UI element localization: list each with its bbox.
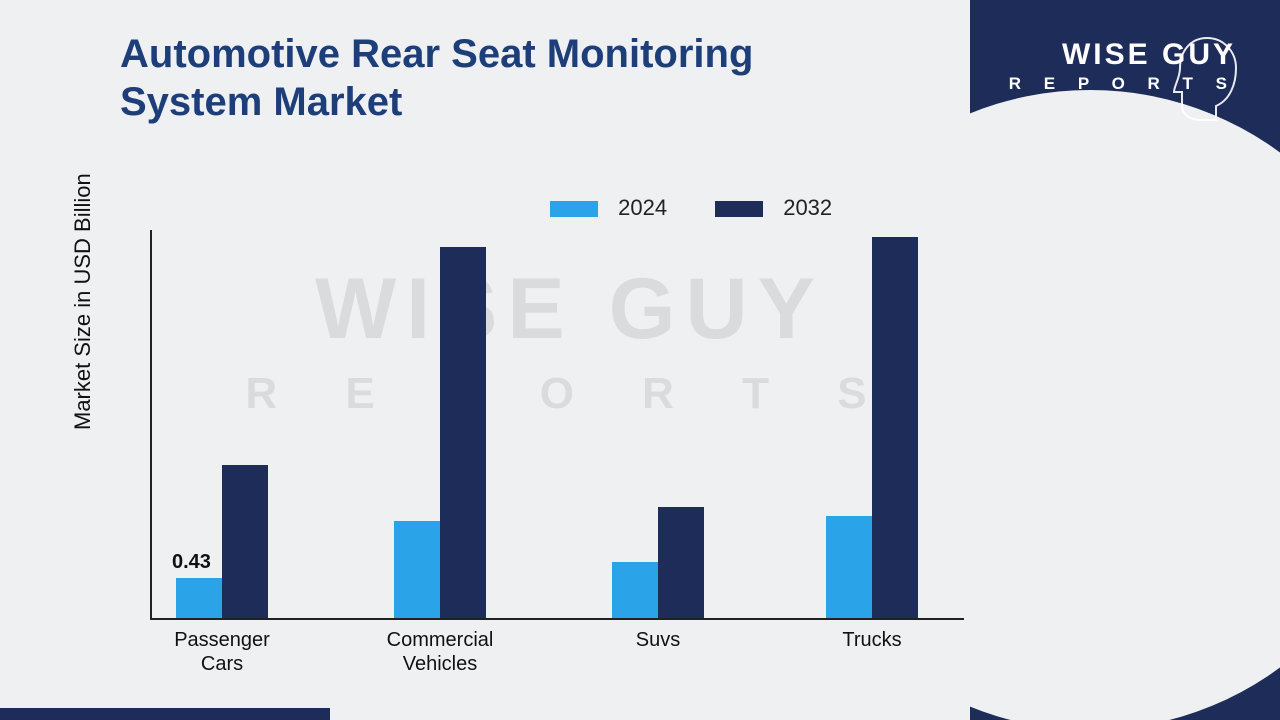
- bar: [826, 516, 872, 618]
- bar: [440, 247, 486, 618]
- brand-head-icon: [1172, 34, 1242, 124]
- y-axis: [150, 230, 152, 620]
- bar: [658, 507, 704, 618]
- bar: [176, 578, 222, 618]
- x-axis-category-label: Commercial Vehicles: [360, 628, 520, 676]
- bar: [394, 521, 440, 619]
- bar: [612, 562, 658, 618]
- legend-swatch-2032: [715, 201, 763, 217]
- bottom-accent-strip: [0, 708, 330, 720]
- bar: [872, 237, 918, 618]
- x-axis: [150, 618, 964, 620]
- legend-item-2024: 2024: [550, 195, 667, 221]
- legend-item-2032: 2032: [715, 195, 832, 221]
- chart-plot-area: 0.43: [150, 230, 964, 620]
- legend-label-2024: 2024: [618, 195, 667, 220]
- legend-swatch-2024: [550, 201, 598, 217]
- page-root: WISE GUY R E P O R T S Automotive Rear S…: [0, 0, 1280, 720]
- x-axis-category-label: Suvs: [608, 628, 708, 652]
- legend-label-2032: 2032: [783, 195, 832, 220]
- x-axis-category-label: Trucks: [822, 628, 922, 652]
- chart-title: Automotive Rear Seat Monitoring System M…: [120, 30, 840, 126]
- y-axis-label: Market Size in USD Billion: [70, 173, 96, 430]
- legend: 2024 2032: [550, 195, 832, 221]
- bar-value-label: 0.43: [172, 551, 211, 574]
- x-axis-category-label: Passenger Cars: [152, 628, 292, 676]
- bar: [222, 465, 268, 618]
- brand-logo: WISE GUY R E P O R T S: [1009, 38, 1236, 94]
